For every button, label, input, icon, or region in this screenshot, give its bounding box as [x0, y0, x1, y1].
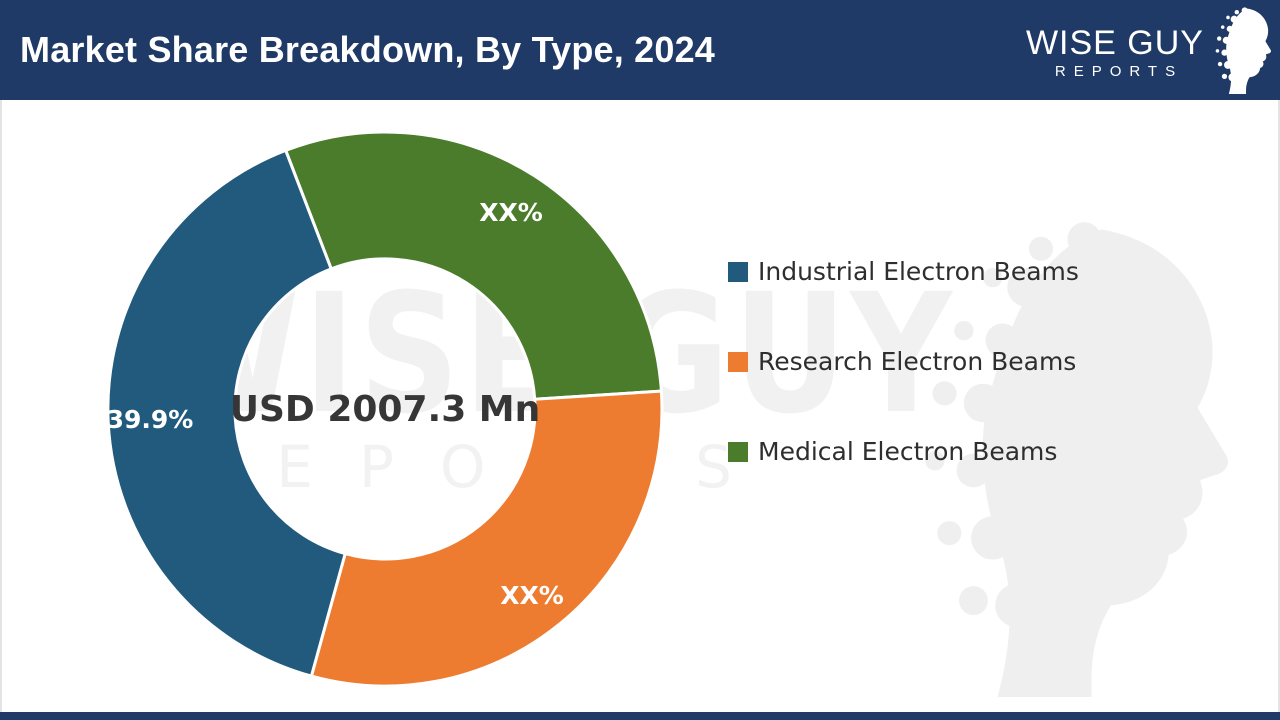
legend-label-industrial: Industrial Electron Beams [758, 257, 1079, 286]
card-left-edge [0, 100, 2, 712]
slice-value-medical: XX% [479, 198, 543, 227]
legend-label-medical: Medical Electron Beams [758, 437, 1058, 466]
legend-swatch-research [728, 352, 748, 372]
wise-guy-logo: WISE GUY REPORTS [1026, 4, 1272, 96]
legend-item-research: Research Electron Beams [728, 348, 1079, 376]
footer-bar [0, 712, 1280, 720]
slice-industrial-electron-beams [106, 148, 347, 678]
legend-label-research: Research Electron Beams [758, 347, 1077, 376]
chart-legend: Industrial Electron Beams Research Elect… [728, 258, 1079, 466]
slice-research-electron-beams [309, 389, 664, 688]
slice-value-industrial: 39.9% [107, 405, 194, 434]
legend-swatch-industrial [728, 262, 748, 282]
logo-text: WISE GUY REPORTS [1025, 24, 1204, 80]
page-title: Market Share Breakdown, By Type, 2024 [20, 29, 716, 70]
legend-item-medical: Medical Electron Beams [728, 438, 1079, 466]
header-bar: Market Share Breakdown, By Type, 2024 WI… [0, 0, 1280, 100]
swatch-rect [728, 262, 748, 282]
logo-subtitle: REPORTS [1054, 62, 1184, 80]
legend-item-industrial: Industrial Electron Beams [728, 258, 1079, 286]
legend-swatch-medical [728, 442, 748, 462]
donut-center-value: USD 2007.3 Mn [230, 389, 540, 430]
slice-medical-electron-beams [284, 130, 663, 401]
slice-value-research: XX% [500, 581, 564, 610]
swatch-rect [728, 352, 748, 372]
logo-wordmark: WISE GUY [1025, 24, 1204, 63]
card-right-edge [1278, 100, 1280, 712]
swatch-rect [728, 442, 748, 462]
